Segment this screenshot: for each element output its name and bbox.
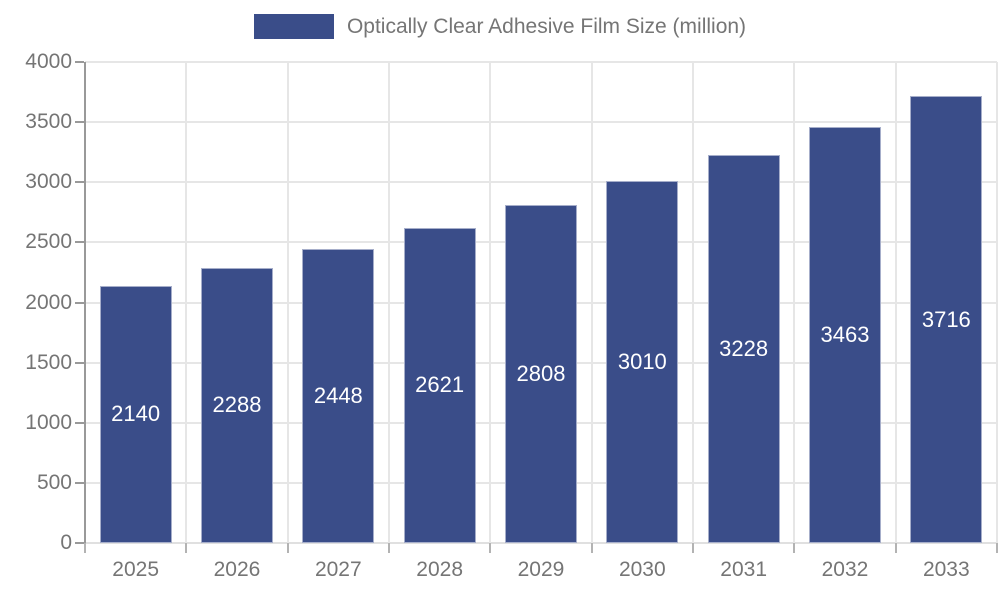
y-gridline bbox=[85, 121, 997, 124]
bar[interactable]: 3463 bbox=[809, 126, 881, 543]
bar[interactable]: 3716 bbox=[910, 96, 983, 543]
x-gridline bbox=[388, 62, 390, 543]
bar-value-label: 2621 bbox=[415, 372, 465, 398]
y-tick bbox=[75, 481, 84, 484]
bar[interactable]: 2621 bbox=[403, 227, 476, 543]
y-tick bbox=[75, 61, 84, 63]
bar-value-label: 3010 bbox=[617, 349, 667, 375]
y-tick-label: 3500 bbox=[25, 110, 72, 134]
bar-value-label: 3463 bbox=[820, 321, 870, 347]
bar-value-label: 3228 bbox=[719, 335, 769, 361]
bar-value-label: 2808 bbox=[516, 361, 566, 387]
y-tick bbox=[75, 542, 84, 544]
y-tick-label: 3000 bbox=[25, 170, 72, 194]
legend-label: Optically Clear Adhesive Film Size (mill… bbox=[346, 14, 747, 38]
x-tick-label: 2033 bbox=[922, 558, 970, 581]
x-gridline bbox=[894, 62, 897, 543]
y-tick-label: 1500 bbox=[25, 350, 72, 374]
x-tick-label: 2032 bbox=[821, 558, 869, 581]
bar[interactable]: 2140 bbox=[99, 285, 172, 543]
y-tick bbox=[75, 301, 84, 304]
bar-value-label: 2448 bbox=[313, 382, 363, 408]
bar[interactable]: 3010 bbox=[606, 181, 679, 543]
x-tick-label: 2025 bbox=[112, 558, 160, 581]
y-tick-label: 2500 bbox=[25, 230, 72, 254]
bar-value-label: 3716 bbox=[921, 306, 971, 332]
x-tick-label: 2028 bbox=[416, 558, 464, 581]
legend[interactable]: Optically Clear Adhesive Film Size (mill… bbox=[0, 14, 1000, 39]
x-tick bbox=[489, 543, 492, 553]
x-tick bbox=[286, 543, 289, 553]
y-tick bbox=[75, 241, 84, 244]
y-tick bbox=[75, 181, 84, 184]
x-tick-label: 2031 bbox=[720, 558, 768, 581]
y-tick bbox=[75, 121, 84, 124]
x-gridline bbox=[489, 62, 492, 543]
x-tick-label: 2026 bbox=[213, 558, 261, 581]
bar-value-label: 2288 bbox=[212, 392, 262, 418]
x-tick-label: 2029 bbox=[517, 558, 565, 581]
legend-swatch bbox=[253, 14, 334, 39]
y-tick bbox=[75, 361, 84, 364]
bar[interactable]: 2288 bbox=[201, 267, 273, 543]
x-gridline bbox=[692, 62, 694, 543]
x-tick bbox=[84, 543, 86, 553]
x-tick-label: 2027 bbox=[314, 558, 362, 581]
bar[interactable]: 2808 bbox=[505, 205, 577, 543]
x-tick bbox=[692, 543, 694, 553]
y-tick-label: 0 bbox=[60, 531, 72, 554]
y-tick-label: 1000 bbox=[25, 410, 72, 434]
y-tick-label: 2000 bbox=[25, 290, 72, 314]
bar[interactable]: 2448 bbox=[302, 248, 375, 543]
y-tick-label: 500 bbox=[36, 470, 72, 494]
x-gridline bbox=[793, 62, 796, 543]
x-tick bbox=[996, 543, 998, 553]
x-gridline bbox=[590, 62, 593, 543]
x-tick bbox=[388, 543, 390, 553]
x-tick bbox=[894, 543, 897, 553]
y-tick bbox=[75, 421, 84, 424]
bar[interactable]: 3228 bbox=[707, 154, 780, 543]
x-gridline bbox=[996, 62, 998, 543]
x-tick bbox=[793, 543, 796, 553]
x-gridline bbox=[185, 62, 188, 543]
y-tick-label: 4000 bbox=[25, 50, 72, 73]
x-tick-label: 2030 bbox=[618, 558, 666, 581]
y-gridline bbox=[85, 61, 997, 63]
plot-area: 0 500 1000 1500 2000 2500 3000 3500 4000 2025 2026… bbox=[25, 51, 998, 581]
bar-value-label: 2140 bbox=[111, 401, 161, 427]
y-gridline bbox=[85, 181, 997, 184]
x-tick bbox=[185, 543, 188, 553]
y-axis-line bbox=[84, 62, 86, 543]
x-tick bbox=[590, 543, 593, 553]
x-axis-line bbox=[85, 542, 997, 544]
x-gridline bbox=[286, 62, 289, 543]
